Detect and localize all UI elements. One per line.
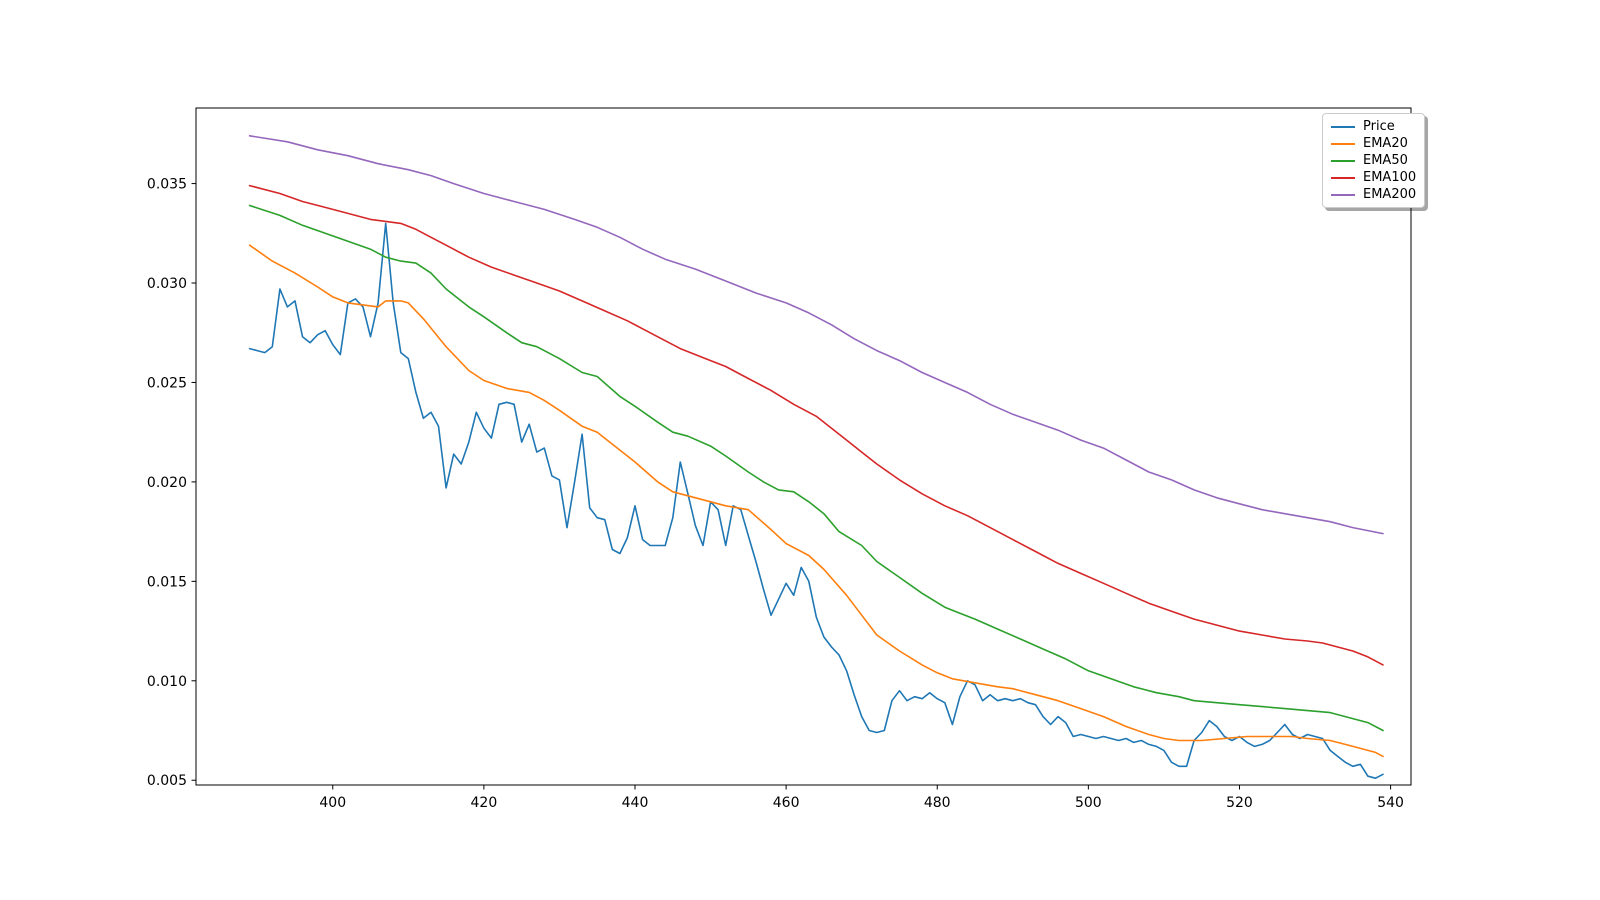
x-tick-label: 400 (319, 795, 346, 811)
x-tick-label: 500 (1075, 795, 1102, 811)
legend-item-ema20: EMA20 (1331, 136, 1416, 151)
legend-label: Price (1363, 119, 1395, 134)
y-tick-label: 0.010 (147, 674, 187, 690)
legend-line-sample (1331, 159, 1355, 162)
y-tick-label: 0.035 (147, 177, 187, 193)
y-tick-label: 0.025 (147, 375, 187, 391)
legend-item-price: Price (1331, 119, 1416, 134)
legend-item-ema50: EMA50 (1331, 153, 1416, 168)
x-tick-label: 480 (924, 795, 951, 811)
legend-label: EMA50 (1363, 153, 1408, 168)
y-tick-label: 0.030 (147, 276, 187, 292)
legend-item-ema200: EMA200 (1331, 187, 1416, 202)
y-tick-label: 0.020 (147, 475, 187, 491)
x-tick-label: 460 (773, 795, 800, 811)
series-line-ema100 (248, 184, 1384, 666)
legend: Price EMA20 EMA50 EMA100 EMA200 (1322, 113, 1426, 208)
legend-label: EMA100 (1363, 170, 1417, 185)
x-tick-label: 440 (622, 795, 649, 811)
y-tick-label: 0.005 (147, 773, 187, 789)
series-line-price (248, 222, 1384, 780)
series-line-ema50 (248, 204, 1384, 732)
x-tick-label: 540 (1377, 795, 1404, 811)
legend-label: EMA200 (1363, 187, 1417, 202)
legend-label: EMA20 (1363, 136, 1408, 151)
legend-line-sample (1331, 142, 1355, 145)
x-tick-label: 520 (1226, 795, 1253, 811)
series-line-ema200 (248, 135, 1384, 535)
plot-border (195, 107, 1412, 786)
x-tick-label: 420 (471, 795, 498, 811)
y-tick-label: 0.015 (147, 574, 187, 590)
series-line-ema20 (248, 244, 1384, 758)
legend-item-ema100: EMA100 (1331, 170, 1416, 185)
legend-line-sample (1331, 125, 1355, 128)
legend-line-sample (1331, 193, 1355, 196)
legend-line-sample (1331, 176, 1355, 179)
